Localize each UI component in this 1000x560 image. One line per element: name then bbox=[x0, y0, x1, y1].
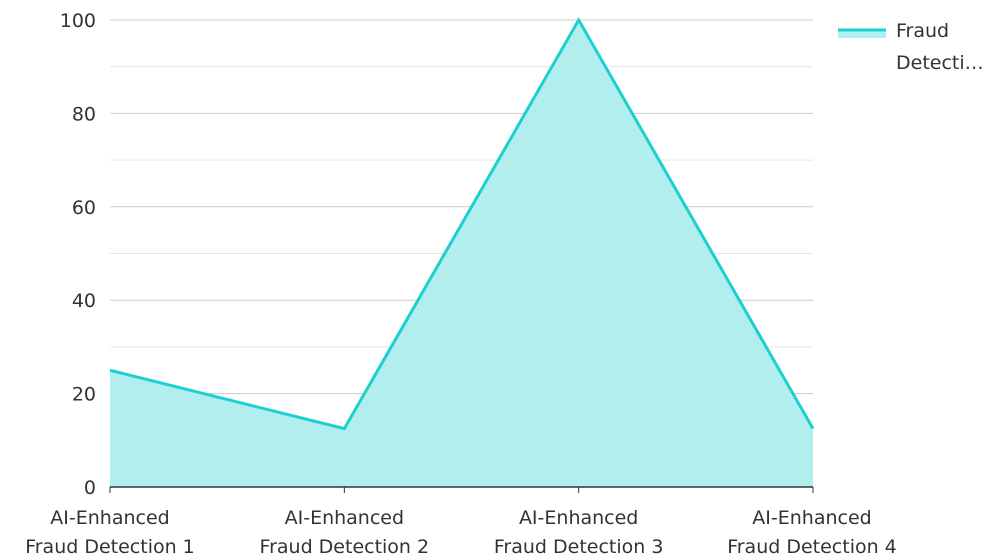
x-tick-label: AI-Enhanced Fraud Detection 3 bbox=[494, 507, 664, 558]
y-tick-label: 80 bbox=[72, 103, 96, 125]
legend-swatch-fill bbox=[838, 29, 886, 38]
y-axis: 0 20 40 60 80 100 bbox=[60, 10, 96, 499]
y-tick-label: 40 bbox=[72, 290, 96, 312]
legend-label: Fraud Detecti… bbox=[896, 20, 984, 74]
x-tick-label: AI-Enhanced Fraud Detection 4 bbox=[727, 507, 897, 558]
y-tick-label: 100 bbox=[60, 10, 96, 32]
x-axis: AI-Enhanced Fraud Detection 1 AI-Enhanced F… bbox=[25, 486, 897, 558]
series-line bbox=[109, 16, 815, 431]
y-tick-label: 20 bbox=[72, 384, 96, 406]
series-area-layer bbox=[109, 16, 815, 487]
legend[interactable]: Fraud Detecti… bbox=[838, 20, 984, 74]
y-tick-label: 0 bbox=[84, 477, 96, 499]
y-tick-label: 60 bbox=[72, 197, 96, 219]
x-tick-label: AI-Enhanced Fraud Detection 2 bbox=[260, 507, 430, 558]
x-tick-label: AI-Enhanced Fraud Detection 1 bbox=[25, 507, 195, 558]
series-area bbox=[110, 20, 813, 487]
